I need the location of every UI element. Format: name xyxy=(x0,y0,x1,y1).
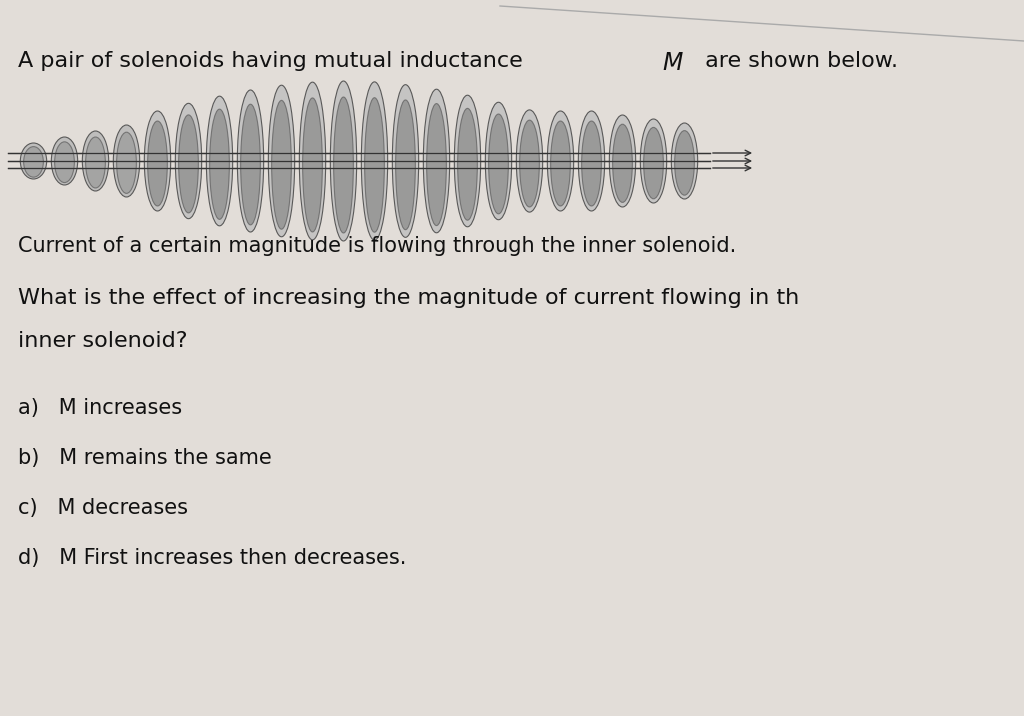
Ellipse shape xyxy=(147,121,167,206)
Ellipse shape xyxy=(423,90,450,233)
Ellipse shape xyxy=(516,110,543,212)
Ellipse shape xyxy=(238,90,263,232)
Text: c)   M decreases: c) M decreases xyxy=(18,498,188,518)
Text: d)   M First increases then decreases.: d) M First increases then decreases. xyxy=(18,548,407,568)
Ellipse shape xyxy=(86,137,105,188)
Ellipse shape xyxy=(334,97,353,233)
Ellipse shape xyxy=(24,147,43,177)
Ellipse shape xyxy=(547,111,573,211)
Ellipse shape xyxy=(392,84,419,237)
Ellipse shape xyxy=(675,130,694,195)
Text: $M$: $M$ xyxy=(662,51,684,75)
Ellipse shape xyxy=(144,111,171,211)
Ellipse shape xyxy=(114,125,139,197)
Ellipse shape xyxy=(175,103,202,218)
Ellipse shape xyxy=(271,100,292,229)
Ellipse shape xyxy=(117,132,136,193)
Ellipse shape xyxy=(551,121,570,206)
Ellipse shape xyxy=(268,85,295,237)
Ellipse shape xyxy=(365,97,384,232)
Ellipse shape xyxy=(361,82,388,240)
Ellipse shape xyxy=(210,109,229,219)
Ellipse shape xyxy=(303,98,323,232)
Ellipse shape xyxy=(488,114,508,214)
Ellipse shape xyxy=(51,137,78,185)
Ellipse shape xyxy=(672,123,697,199)
Ellipse shape xyxy=(485,102,512,220)
Ellipse shape xyxy=(331,81,356,241)
Ellipse shape xyxy=(82,131,109,191)
Ellipse shape xyxy=(241,105,260,225)
Ellipse shape xyxy=(395,100,416,230)
Ellipse shape xyxy=(54,142,75,183)
Ellipse shape xyxy=(582,121,601,206)
Text: inner solenoid?: inner solenoid? xyxy=(18,331,187,351)
Ellipse shape xyxy=(178,115,199,213)
Text: are shown below.: are shown below. xyxy=(698,51,898,71)
Ellipse shape xyxy=(20,143,47,179)
Text: Current of a certain magnitude is flowing through the inner solenoid.: Current of a certain magnitude is flowin… xyxy=(18,236,736,256)
Ellipse shape xyxy=(579,111,605,211)
Ellipse shape xyxy=(206,96,232,226)
Text: a)   M increases: a) M increases xyxy=(18,398,182,418)
Ellipse shape xyxy=(299,82,326,240)
Text: b)   M remains the same: b) M remains the same xyxy=(18,448,271,468)
Ellipse shape xyxy=(427,104,446,226)
Ellipse shape xyxy=(644,127,664,199)
Ellipse shape xyxy=(455,95,480,227)
Ellipse shape xyxy=(519,120,540,207)
Text: What is the effect of increasing the magnitude of current flowing in th: What is the effect of increasing the mag… xyxy=(18,288,800,308)
Ellipse shape xyxy=(640,119,667,203)
Text: A pair of solenoids having mutual inductance: A pair of solenoids having mutual induct… xyxy=(18,51,529,71)
Ellipse shape xyxy=(609,115,636,207)
Ellipse shape xyxy=(458,108,477,221)
Ellipse shape xyxy=(612,124,633,203)
